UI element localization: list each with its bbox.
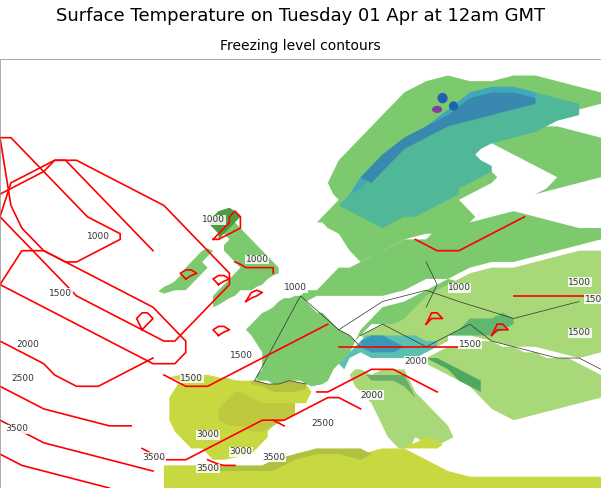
Polygon shape bbox=[361, 251, 601, 358]
Text: 1000: 1000 bbox=[448, 283, 471, 292]
Text: 2000: 2000 bbox=[404, 357, 427, 366]
Text: 1000: 1000 bbox=[87, 232, 111, 242]
Polygon shape bbox=[404, 437, 442, 448]
Polygon shape bbox=[361, 92, 535, 183]
Text: 1500: 1500 bbox=[568, 328, 591, 337]
Polygon shape bbox=[159, 248, 213, 294]
Polygon shape bbox=[207, 448, 371, 471]
Text: 1500: 1500 bbox=[459, 340, 482, 349]
Text: 1000: 1000 bbox=[246, 255, 269, 264]
Polygon shape bbox=[339, 87, 579, 228]
Polygon shape bbox=[207, 208, 240, 240]
Text: 3000: 3000 bbox=[197, 430, 220, 439]
Text: 1500: 1500 bbox=[568, 278, 591, 286]
Polygon shape bbox=[317, 76, 601, 262]
Text: 1500: 1500 bbox=[230, 351, 252, 360]
Polygon shape bbox=[350, 87, 535, 194]
Polygon shape bbox=[251, 381, 306, 392]
Text: 3500: 3500 bbox=[197, 464, 220, 473]
Polygon shape bbox=[366, 375, 415, 398]
Text: 1500: 1500 bbox=[180, 374, 203, 383]
Polygon shape bbox=[295, 211, 601, 386]
Text: 2500: 2500 bbox=[311, 419, 334, 428]
Text: 3500: 3500 bbox=[142, 453, 165, 462]
Text: 2000: 2000 bbox=[16, 340, 39, 349]
Circle shape bbox=[438, 94, 447, 102]
Text: 3000: 3000 bbox=[230, 447, 252, 456]
Ellipse shape bbox=[433, 106, 442, 112]
Polygon shape bbox=[361, 335, 404, 352]
Polygon shape bbox=[213, 211, 279, 307]
Text: 1000: 1000 bbox=[284, 283, 307, 292]
Text: 1500: 1500 bbox=[49, 289, 72, 298]
Polygon shape bbox=[219, 296, 355, 386]
Text: Surface Temperature on Tuesday 01 Apr at 12am GMT: Surface Temperature on Tuesday 01 Apr at… bbox=[56, 7, 545, 25]
Polygon shape bbox=[426, 358, 481, 392]
Polygon shape bbox=[350, 369, 454, 448]
Polygon shape bbox=[164, 448, 601, 488]
Polygon shape bbox=[426, 341, 601, 420]
Text: 2000: 2000 bbox=[361, 390, 383, 400]
Circle shape bbox=[450, 102, 457, 110]
Text: Freezing level contours: Freezing level contours bbox=[220, 39, 381, 53]
Polygon shape bbox=[219, 392, 295, 431]
Text: 2500: 2500 bbox=[11, 374, 34, 383]
Polygon shape bbox=[339, 335, 437, 369]
Polygon shape bbox=[448, 313, 514, 335]
Text: 3500: 3500 bbox=[5, 425, 28, 433]
Polygon shape bbox=[355, 234, 388, 256]
Polygon shape bbox=[492, 126, 601, 194]
Polygon shape bbox=[169, 375, 311, 460]
Text: 1000: 1000 bbox=[202, 215, 225, 224]
Text: 3500: 3500 bbox=[262, 453, 285, 462]
Text: 1500: 1500 bbox=[585, 295, 601, 304]
